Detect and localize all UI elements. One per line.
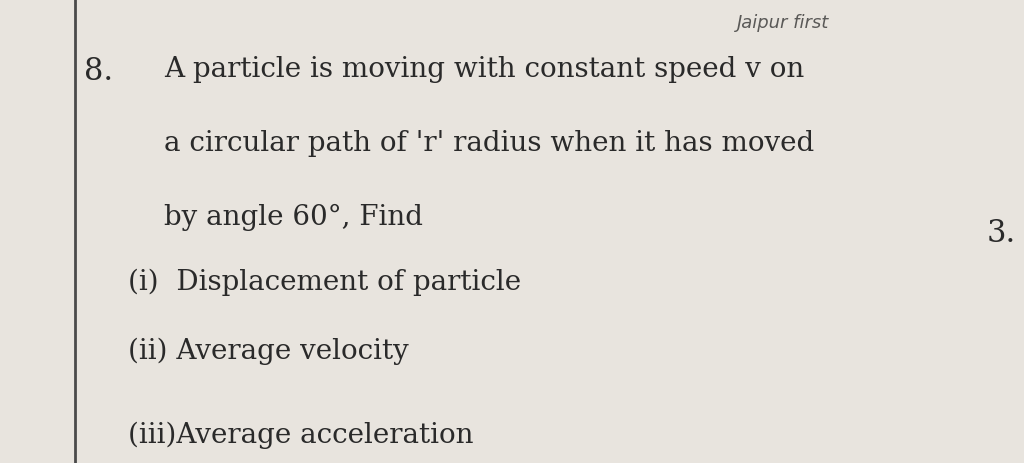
Text: (iii)Average acceleration: (iii)Average acceleration <box>128 421 473 449</box>
Text: (i)  Displacement of particle: (i) Displacement of particle <box>128 269 521 296</box>
Text: a circular path of 'r' radius when it has moved: a circular path of 'r' radius when it ha… <box>164 130 814 156</box>
Text: A particle is moving with constant speed v on: A particle is moving with constant speed… <box>164 56 804 82</box>
Text: 8.: 8. <box>84 56 113 87</box>
Text: Jaipur first: Jaipur first <box>737 14 829 32</box>
Text: (ii) Average velocity: (ii) Average velocity <box>128 338 409 365</box>
Text: 3.: 3. <box>986 218 1016 249</box>
Text: by angle 60°, Find: by angle 60°, Find <box>164 204 423 231</box>
